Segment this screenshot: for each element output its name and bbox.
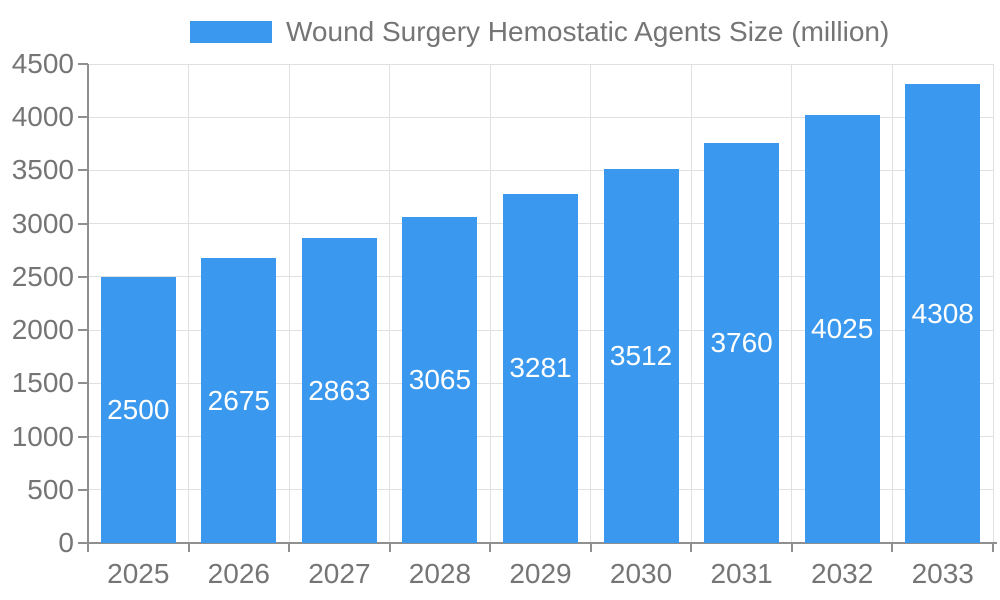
x-axis-label: 2031 bbox=[710, 558, 773, 589]
gridline-vertical bbox=[489, 64, 491, 543]
y-axis-label: 1000 bbox=[11, 420, 74, 452]
x-axis-label: 2030 bbox=[609, 558, 673, 589]
gridline-horizontal bbox=[88, 116, 993, 118]
y-axis-label: 0 bbox=[58, 527, 74, 558]
legend-label: Wound Surgery Hemostatic Agents Size (mi… bbox=[286, 16, 890, 47]
y-axis-label: 2500 bbox=[11, 260, 74, 292]
y-axis-label: 3000 bbox=[11, 207, 74, 239]
x-axis-label: 2026 bbox=[207, 558, 270, 589]
y-axis-tick bbox=[78, 435, 88, 438]
bar-2032[interactable] bbox=[804, 114, 880, 543]
y-axis-line bbox=[87, 64, 89, 545]
y-axis-tick bbox=[78, 222, 88, 225]
x-axis-tick bbox=[87, 543, 89, 552]
y-axis-tick bbox=[78, 169, 88, 172]
gridline-vertical bbox=[891, 64, 893, 543]
x-axis-line bbox=[78, 542, 997, 544]
bar-2025[interactable] bbox=[100, 276, 176, 543]
gridline-vertical bbox=[389, 64, 391, 543]
y-axis-label: 500 bbox=[27, 473, 74, 505]
legend-swatch bbox=[190, 21, 272, 43]
x-axis-tick bbox=[288, 543, 291, 552]
gridline-vertical bbox=[288, 64, 290, 543]
x-axis-tick bbox=[992, 543, 994, 552]
y-axis-tick bbox=[78, 382, 88, 385]
gridline-horizontal bbox=[88, 169, 993, 171]
y-axis-label: 1500 bbox=[11, 367, 74, 399]
gridline-vertical bbox=[590, 64, 592, 543]
bar-2031[interactable] bbox=[704, 142, 780, 543]
gridline-vertical bbox=[690, 64, 692, 543]
gridline-vertical bbox=[791, 64, 793, 543]
x-axis-tick bbox=[388, 543, 391, 552]
y-axis-label: 3500 bbox=[11, 154, 74, 186]
x-axis-tick bbox=[891, 543, 894, 552]
x-axis-label: 2028 bbox=[408, 558, 472, 589]
x-axis-tick bbox=[790, 543, 793, 552]
bar-2026[interactable] bbox=[201, 258, 277, 543]
y-axis-tick bbox=[78, 275, 88, 278]
x-axis-label: 2027 bbox=[308, 558, 371, 589]
y-axis-label: 2000 bbox=[11, 314, 74, 346]
x-axis-label: 2025 bbox=[107, 558, 170, 589]
x-axis-tick bbox=[589, 543, 592, 552]
bar-2027[interactable] bbox=[301, 238, 377, 543]
y-axis-tick bbox=[78, 116, 88, 119]
y-axis-tick bbox=[78, 329, 88, 332]
legend-item[interactable]: Wound Surgery Hemostatic Agents Size (mi… bbox=[190, 17, 889, 47]
y-axis-label: 4500 bbox=[11, 48, 74, 79]
bar-2030[interactable] bbox=[603, 169, 679, 543]
x-axis-tick bbox=[187, 543, 190, 552]
bar-2029[interactable] bbox=[503, 193, 578, 543]
x-axis-label: 2033 bbox=[911, 558, 974, 589]
gridline-vertical bbox=[992, 64, 994, 543]
y-axis-tick bbox=[78, 63, 88, 65]
y-axis-tick bbox=[78, 488, 88, 491]
x-axis-label: 2032 bbox=[811, 558, 874, 589]
gridline-horizontal bbox=[88, 63, 993, 65]
x-axis-label: 2029 bbox=[509, 558, 572, 589]
x-axis-tick bbox=[690, 543, 693, 552]
bar-2033[interactable] bbox=[905, 84, 981, 543]
y-axis-label: 4000 bbox=[11, 101, 74, 133]
gridline-vertical bbox=[188, 64, 190, 543]
x-axis-tick bbox=[489, 543, 492, 552]
bar-2028[interactable] bbox=[402, 216, 478, 543]
